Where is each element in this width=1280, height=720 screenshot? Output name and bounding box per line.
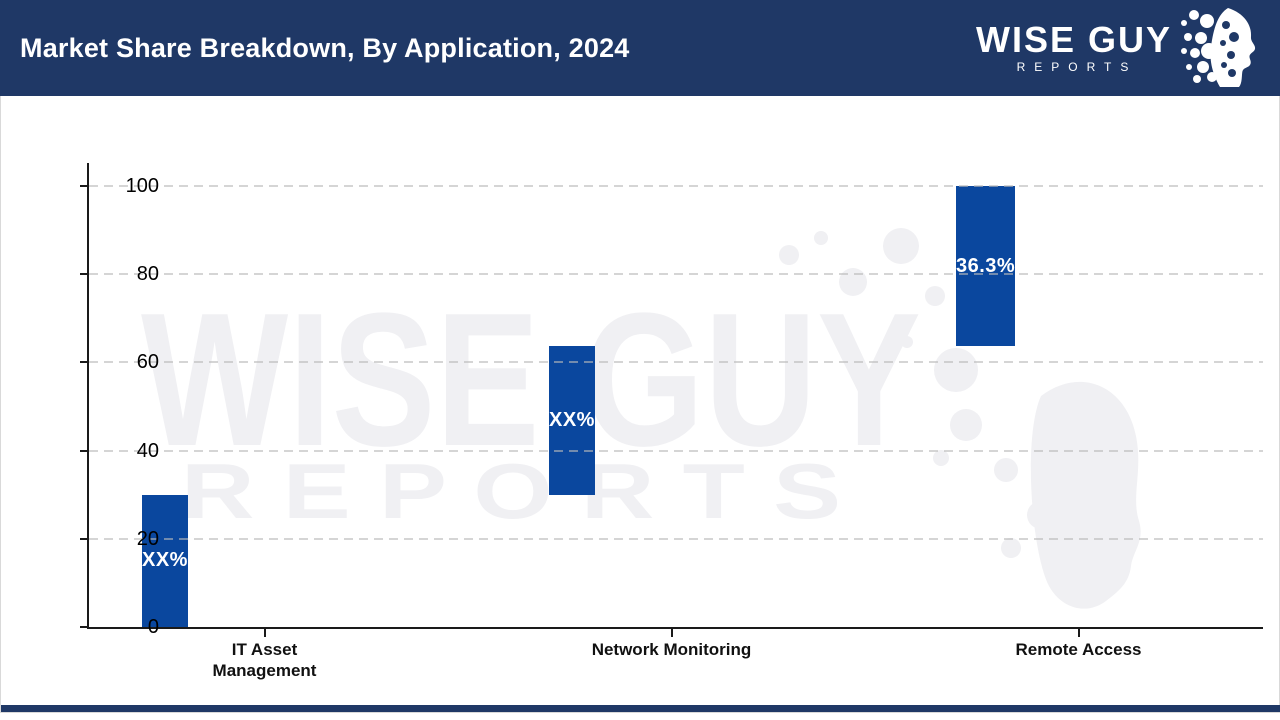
y-tick-label: 40 <box>136 439 159 462</box>
bar-value-label: XX% <box>549 408 595 431</box>
gridline <box>89 537 1263 540</box>
gridline <box>89 185 1263 187</box>
gridline <box>89 273 1263 276</box>
wise-guy-reports-logo: WISE GUY REPORTS <box>976 7 1280 89</box>
bar-segment: XX% <box>142 494 188 627</box>
bar-segment: XX% <box>549 346 595 495</box>
y-tick-mark <box>80 626 87 628</box>
category-label: Network Monitoring <box>591 640 752 659</box>
bar-segment: 36.3% <box>956 186 1016 347</box>
chart-panel: WISE GUY R E P O R T S XX% XX% 36.3% 0 20 40… <box>0 96 1280 713</box>
page-title: Market Share Breakdown, By Application, … <box>20 32 630 63</box>
gridline <box>89 449 1263 452</box>
footer-strip <box>1 705 1280 712</box>
category-label: Remote Access <box>1015 640 1142 659</box>
x-tick-mark <box>1077 629 1080 637</box>
logo-text: WISE GUY REPORTS <box>975 19 1172 75</box>
header-bar: Market Share Breakdown, By Application, … <box>0 0 1280 96</box>
x-tick-mark <box>670 629 673 637</box>
y-tick-mark <box>80 361 87 364</box>
logo-wordmark: WISE GUY <box>975 19 1172 60</box>
x-tick-mark <box>263 629 266 637</box>
y-tick-label: 0 <box>147 616 159 638</box>
y-tick-label: 100 <box>125 175 159 197</box>
y-tick-mark <box>80 537 87 540</box>
y-tick-label: 80 <box>136 263 159 286</box>
x-axis-line <box>87 627 1263 629</box>
y-axis-line <box>87 163 89 629</box>
logo-subtitle: REPORTS <box>1016 60 1138 74</box>
plot-area: XX% XX% 36.3% 0 20 40 60 80 100 <box>80 175 1263 638</box>
y-tick-mark <box>80 185 87 187</box>
y-tick-mark <box>80 449 87 452</box>
y-tick-mark <box>80 273 87 276</box>
gridline <box>89 361 1263 364</box>
y-tick-label: 60 <box>136 351 159 374</box>
category-label: IT Asset Management <box>212 640 317 680</box>
logo-face-icon <box>1181 8 1256 87</box>
y-tick-label: 20 <box>136 527 159 550</box>
bar-value-label: XX% <box>142 549 188 572</box>
bar-value-label: 36.3% <box>956 254 1016 277</box>
